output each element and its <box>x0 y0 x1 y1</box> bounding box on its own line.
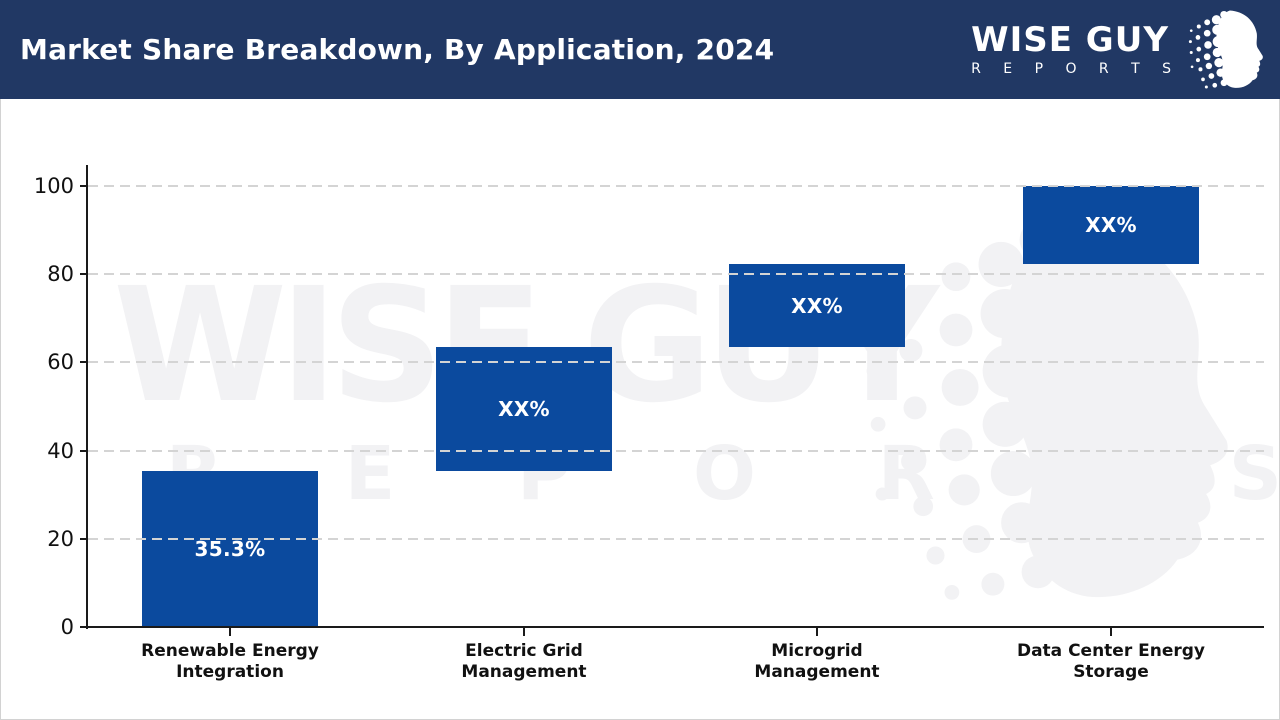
bar-segment: XX% <box>436 346 612 472</box>
y-axis-tick <box>80 449 88 452</box>
x-axis-tick <box>523 628 525 636</box>
bar-value-label: 35.3% <box>194 537 266 562</box>
x-axis-tick <box>229 628 231 636</box>
y-tick-label: 60 <box>47 350 74 375</box>
y-axis-tick <box>80 626 88 628</box>
bar-segment: XX% <box>729 264 905 347</box>
gridline <box>88 273 1264 276</box>
logo-text: WISE GUY R E P O R T S <box>971 23 1180 77</box>
x-axis-line <box>86 626 1264 628</box>
x-category-label: Microgrid Management <box>754 641 880 683</box>
gridline <box>88 449 1264 452</box>
x-category-label: Electric Grid Management <box>461 641 587 683</box>
y-axis-tick <box>80 273 88 276</box>
gridline <box>88 537 1264 540</box>
bar-value-label: XX% <box>1085 213 1137 238</box>
logo-head-icon <box>1188 10 1263 88</box>
page-title: Market Share Breakdown, By Application, … <box>20 33 775 66</box>
y-axis-tick <box>80 537 88 540</box>
y-tick-label: 0 <box>60 615 74 639</box>
logo-subtext: R E P O R T S <box>971 60 1180 77</box>
y-tick-label: 100 <box>33 174 74 198</box>
x-category-label: Data Center Energy Storage <box>1016 641 1206 683</box>
x-axis-tick <box>816 628 818 636</box>
y-axis-tick <box>80 185 88 187</box>
bar-value-label: XX% <box>791 293 843 318</box>
gridline <box>88 361 1264 364</box>
y-tick-label: 80 <box>47 262 74 287</box>
y-tick-label: 40 <box>47 438 74 463</box>
y-axis-line <box>86 165 88 629</box>
bar-segment: XX% <box>1023 186 1199 265</box>
y-axis-tick <box>80 361 88 364</box>
header: Market Share Breakdown, By Application, … <box>0 0 1280 99</box>
wiseguy-logo: WISE GUY R E P O R T S <box>971 8 1266 92</box>
logo-wordmark: WISE GUY <box>971 19 1169 60</box>
x-axis-tick <box>1110 628 1112 636</box>
gridline <box>88 185 1264 187</box>
bar-value-label: XX% <box>498 397 550 422</box>
y-tick-label: 20 <box>47 526 74 551</box>
x-category-label: Renewable Energy Integration <box>141 641 319 683</box>
bar-segment: 35.3% <box>142 471 318 627</box>
